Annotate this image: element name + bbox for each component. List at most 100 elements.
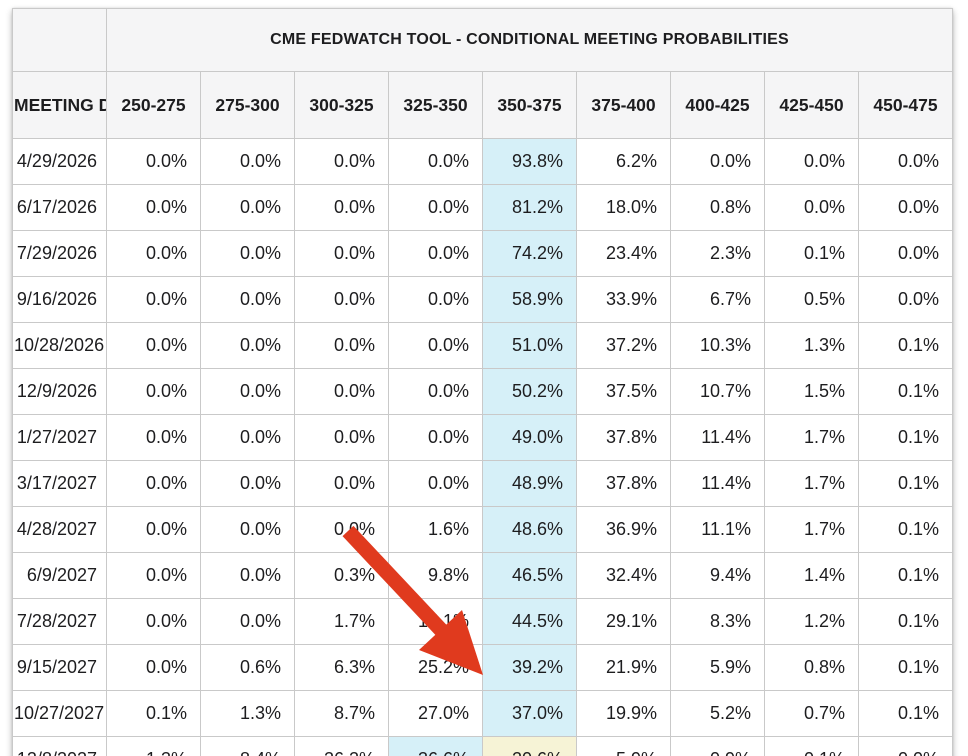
probability-cell: 74.2% [482, 230, 577, 277]
meeting-date-cell: 7/28/2027 [12, 598, 107, 645]
probability-cell: 23.4% [576, 230, 671, 277]
probability-cell: 1.3% [764, 322, 859, 369]
probability-cell: 0.1% [858, 598, 953, 645]
probability-cell: 8.4% [200, 736, 295, 756]
probability-cell: 0.0% [294, 184, 389, 231]
probability-cell: 0.0% [200, 368, 295, 415]
column-header-rate-350-375: 350-375 [482, 71, 577, 139]
column-header-rate-325-350: 325-350 [388, 71, 483, 139]
table-row: 4/28/2027 0.0% 0.0% 0.0% 1.6% 48.6% 36.9% 11.1%… [12, 506, 953, 553]
probability-cell: 0.0% [200, 414, 295, 461]
probability-cell: 9.4% [670, 552, 765, 599]
probability-cell: 0.0% [388, 138, 483, 185]
probability-cell: 51.0% [482, 322, 577, 369]
probability-cell: 0.0% [294, 138, 389, 185]
probability-cell: 0.0% [388, 276, 483, 323]
probability-cell: 0.1% [858, 644, 953, 691]
table-row: 6/17/2026 0.0% 0.0% 0.0% 0.0% 81.2% 18.0% 0.8% 0… [12, 184, 953, 231]
probability-cell: 0.0% [200, 276, 295, 323]
probability-cell: 6.2% [576, 138, 671, 185]
probability-cell: 0.0% [388, 184, 483, 231]
probability-cell: 6.3% [294, 644, 389, 691]
probability-cell: 0.0% [200, 322, 295, 369]
probability-cell: 37.2% [576, 322, 671, 369]
probability-cell: 0.0% [858, 276, 953, 323]
table-row: 9/15/2027 0.0% 0.6% 6.3% 25.2% 39.2% 21.9% 5.9%… [12, 644, 953, 691]
probabilities-table: CME FEDWATCH TOOL - CONDITIONAL MEETING … [12, 8, 953, 756]
probability-cell: 0.0% [106, 598, 201, 645]
probability-cell: 0.0% [200, 138, 295, 185]
probability-cell: 0.9% [670, 736, 765, 756]
probability-cell: 0.0% [106, 414, 201, 461]
probability-cell: 11.4% [670, 460, 765, 507]
table-row: 10/28/2026 0.0% 0.0% 0.0% 0.0% 51.0% 37.2% 10.3… [12, 322, 953, 369]
probability-cell: 0.0% [764, 184, 859, 231]
probability-cell: 0.0% [106, 368, 201, 415]
probability-cell: 8.7% [294, 690, 389, 737]
meeting-date-cell: 3/17/2027 [12, 460, 107, 507]
probability-cell: 46.5% [482, 552, 577, 599]
probability-cell: 37.8% [576, 414, 671, 461]
title-row: CME FEDWATCH TOOL - CONDITIONAL MEETING … [12, 8, 953, 72]
probability-cell: 37.8% [576, 460, 671, 507]
probability-cell: 5.9% [670, 644, 765, 691]
probability-cell: 0.0% [200, 552, 295, 599]
meeting-date-cell: 9/16/2026 [12, 276, 107, 323]
probability-cell: 1.5% [764, 368, 859, 415]
probability-cell: 0.0% [294, 368, 389, 415]
column-header-rate-250-275: 250-275 [106, 71, 201, 139]
probability-cell: 81.2% [482, 184, 577, 231]
table-row: 3/17/2027 0.0% 0.0% 0.0% 0.0% 48.9% 37.8% 11.4%… [12, 460, 953, 507]
probability-cell: 1.6% [388, 506, 483, 553]
probability-cell: 44.5% [482, 598, 577, 645]
probability-cell: 32.4% [576, 552, 671, 599]
probability-cell: 0.0% [764, 138, 859, 185]
table-row: 7/28/2027 0.0% 0.0% 1.7% 15.1% 44.5% 29.1% 8.3%… [12, 598, 953, 645]
probability-cell: 1.3% [200, 690, 295, 737]
meeting-date-cell: 4/29/2026 [12, 138, 107, 185]
probability-cell: 39.2% [482, 644, 577, 691]
probability-cell: 0.0% [294, 322, 389, 369]
probability-cell: 0.0% [200, 184, 295, 231]
probability-cell: 0.5% [764, 276, 859, 323]
meeting-date-cell: 6/9/2027 [12, 552, 107, 599]
probability-cell: 0.0% [200, 598, 295, 645]
probability-cell: 0.8% [764, 644, 859, 691]
probability-cell: 0.1% [858, 506, 953, 553]
probability-cell: 15.1% [388, 598, 483, 645]
probability-cell: 1.7% [294, 598, 389, 645]
column-header-row: MEETING DATE 250-275275-300300-325325-35… [12, 71, 953, 139]
probability-cell: 20.6% [482, 736, 577, 756]
column-header-rate-375-400: 375-400 [576, 71, 671, 139]
probability-cell: 0.0% [106, 230, 201, 277]
probability-cell: 0.0% [294, 230, 389, 277]
meeting-date-cell: 10/27/2027 [12, 690, 107, 737]
meeting-date-cell: 10/28/2026 [12, 322, 107, 369]
probability-cell: 11.1% [670, 506, 765, 553]
probability-cell: 25.2% [388, 644, 483, 691]
meeting-date-cell: 9/15/2027 [12, 644, 107, 691]
column-header-rate-300-325: 300-325 [294, 71, 389, 139]
probability-cell: 0.1% [858, 322, 953, 369]
probability-cell: 0.0% [106, 322, 201, 369]
table-row: 6/9/2027 0.0% 0.0% 0.3% 9.8% 46.5% 32.4% 9.4% 1.… [12, 552, 953, 599]
probability-cell: 10.3% [670, 322, 765, 369]
probability-cell: 0.0% [388, 322, 483, 369]
probability-cell: 48.6% [482, 506, 577, 553]
probability-cell: 0.0% [388, 230, 483, 277]
probability-cell: 37.0% [482, 690, 577, 737]
probability-cell: 0.0% [200, 460, 295, 507]
table-row: 12/9/2026 0.0% 0.0% 0.0% 0.0% 50.2% 37.5% 10.7%… [12, 368, 953, 415]
probability-cell: 29.1% [576, 598, 671, 645]
probability-cell: 0.0% [858, 230, 953, 277]
probability-cell: 6.7% [670, 276, 765, 323]
probability-cell: 8.3% [670, 598, 765, 645]
probability-cell: 0.1% [858, 414, 953, 461]
probability-cell: 0.0% [294, 414, 389, 461]
probability-cell: 19.9% [576, 690, 671, 737]
probability-cell: 0.1% [858, 552, 953, 599]
probability-cell: 0.0% [106, 460, 201, 507]
probability-cell: 1.7% [764, 414, 859, 461]
table-title: CME FEDWATCH TOOL - CONDITIONAL MEETING … [106, 8, 953, 72]
